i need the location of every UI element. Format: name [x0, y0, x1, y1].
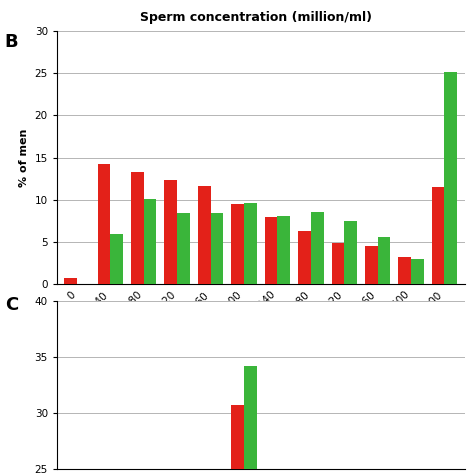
- Bar: [110, 234, 123, 284]
- X-axis label: Total sperm count (million): Total sperm count (million): [176, 334, 345, 344]
- Bar: [98, 164, 110, 284]
- Bar: [210, 212, 223, 284]
- Y-axis label: % of men: % of men: [19, 128, 29, 187]
- Bar: [244, 366, 257, 474]
- Bar: [277, 216, 290, 284]
- Bar: [131, 172, 144, 284]
- Bar: [398, 256, 411, 284]
- Text: B: B: [5, 33, 18, 51]
- Bar: [177, 212, 190, 284]
- Bar: [432, 187, 445, 284]
- Bar: [64, 278, 77, 284]
- Bar: [411, 259, 424, 284]
- Text: C: C: [5, 296, 18, 314]
- Bar: [231, 204, 244, 284]
- Bar: [344, 221, 357, 284]
- Bar: [144, 199, 156, 284]
- Bar: [198, 186, 210, 284]
- Bar: [231, 405, 244, 474]
- Bar: [331, 243, 344, 284]
- Bar: [264, 217, 277, 284]
- Bar: [445, 72, 457, 284]
- Text: Sperm concentration (million/ml): Sperm concentration (million/ml): [140, 11, 372, 24]
- Bar: [365, 246, 378, 284]
- Bar: [298, 231, 311, 284]
- Bar: [378, 237, 391, 284]
- Bar: [244, 203, 257, 284]
- Bar: [311, 212, 324, 284]
- Bar: [164, 181, 177, 284]
